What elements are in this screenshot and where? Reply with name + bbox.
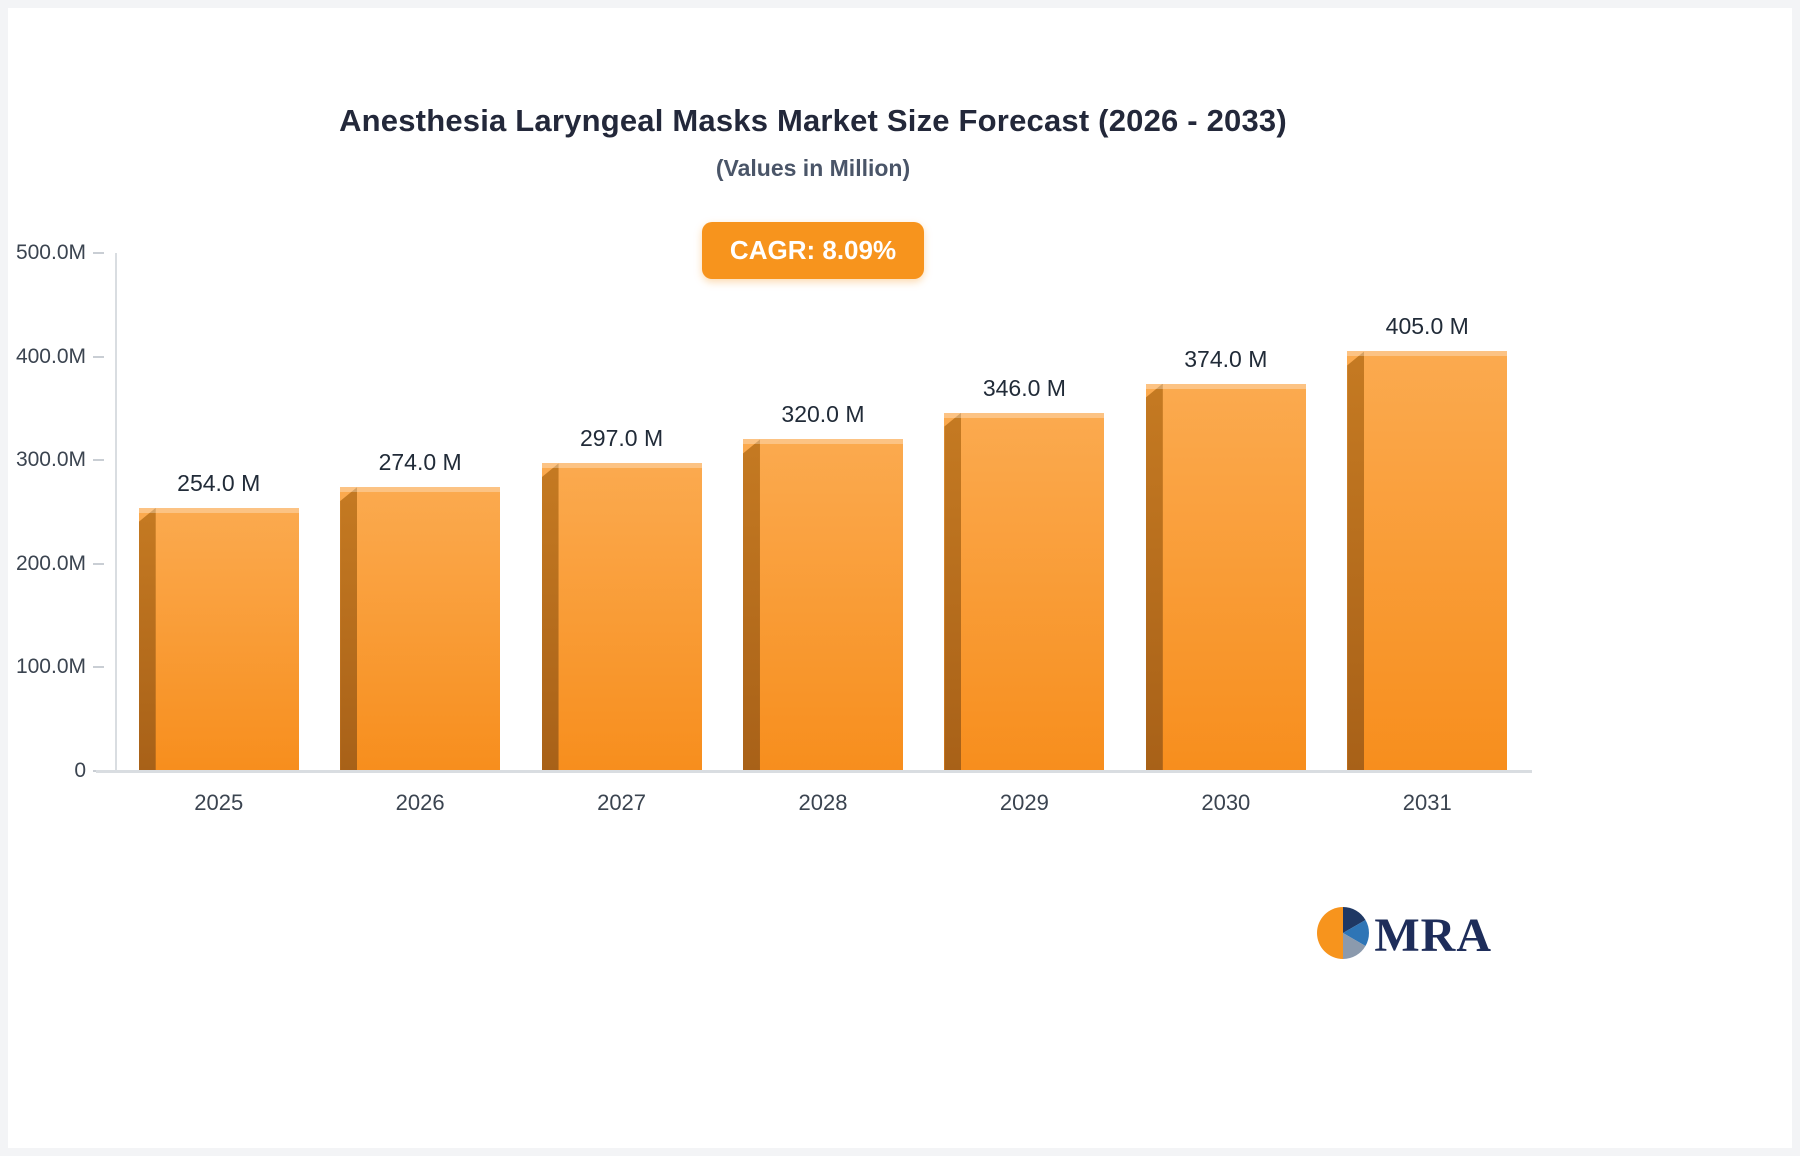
mra-logo: MRA [1316, 906, 1492, 965]
bar-side-face [541, 463, 559, 771]
bar-group-2029: 346.0 M [924, 253, 1125, 771]
bar-top-highlight [541, 463, 702, 469]
y-tick-label: 500.0M [15, 241, 86, 264]
bar-2027: 297.0 M [541, 425, 702, 771]
bar-value-label: 297.0 M [579, 425, 664, 452]
bar-value-label: 320.0 M [781, 401, 865, 428]
y-tick: 500.0M [16, 241, 104, 265]
bar-top-highlight [138, 507, 299, 513]
x-axis-baseline [96, 770, 1532, 773]
bar-top-highlight [1145, 383, 1306, 389]
bar-group-2027: 297.0 M [521, 253, 722, 771]
bar-value-label: 374.0 M [1184, 345, 1268, 372]
bar-side-face [742, 439, 760, 771]
x-label-2027: 2027 [597, 790, 647, 815]
y-tick: 400.0M [16, 345, 104, 369]
bar-value-label: 405.0 M [1385, 313, 1469, 340]
bar-side-face [1347, 351, 1365, 771]
bar-value-label: 346.0 M [982, 374, 1066, 401]
y-tick-label: 100.0M [15, 655, 86, 679]
chart-subtitle: (Values in Million) [715, 155, 911, 181]
x-label-2029: 2029 [999, 790, 1049, 815]
y-tick-mark [93, 459, 104, 462]
x-axis: 2025 2026 2027 2028 2029 2030 2031 [118, 790, 1528, 816]
y-tick-label: 200.0M [15, 551, 86, 575]
x-label-2031: 2031 [1402, 790, 1452, 815]
y-tick-label: 400.0M [15, 344, 86, 368]
bar-value-label: 274.0 M [378, 449, 462, 476]
y-tick-mark [93, 562, 104, 565]
y-tick: 200.0M [16, 552, 104, 576]
bar-2031: 405.0 M [1347, 313, 1508, 771]
bar-side-face [944, 412, 962, 771]
bar-top-highlight [340, 487, 501, 493]
bar-top-highlight [742, 439, 903, 445]
bar-group-2030: 374.0 M [1125, 253, 1326, 771]
bar-side-face [1145, 383, 1163, 771]
bar-2025: 254.0 M [138, 470, 299, 771]
y-tick-label: 0 [74, 759, 86, 782]
chart-canvas: Anesthesia Laryngeal Masks Market Size F… [8, 8, 1792, 1148]
bar-group-2026: 274.0 M [319, 253, 520, 771]
bar-side-face [138, 507, 156, 771]
y-tick-label: 300.0M [15, 448, 86, 472]
cagr-badge: CAGR: 8.09% [701, 222, 925, 279]
bar-group-2031: 405.0 M [1327, 253, 1528, 771]
x-label-2030: 2030 [1201, 790, 1251, 815]
plot-area: 254.0 M 274.0 M 297.0 M 320.0 M 346.0 M 374.0… [118, 253, 1528, 771]
bar-2030: 374.0 M [1145, 346, 1306, 771]
bar-value-label: 254.0 M [177, 469, 261, 496]
x-label-2025: 2025 [194, 790, 244, 815]
bar-top-highlight [944, 412, 1105, 418]
bar-side-face [340, 487, 358, 771]
y-tick-mark [93, 666, 104, 669]
x-label-2028: 2028 [798, 790, 848, 815]
y-axis-line [115, 253, 117, 771]
y-tick: 300.0M [16, 448, 104, 472]
y-tick-mark [93, 252, 104, 254]
bar-group-2025: 254.0 M [118, 253, 319, 771]
bar-2029: 346.0 M [944, 375, 1105, 771]
bar-2028: 320.0 M [742, 401, 903, 771]
chart-header: Anesthesia Laryngeal Masks Market Size F… [8, 8, 1618, 279]
mra-logo-pie-icon [1316, 906, 1370, 965]
x-label-2026: 2026 [395, 790, 445, 815]
mra-logo-text: MRA [1374, 909, 1492, 962]
chart-title: Anesthesia Laryngeal Masks Market Size F… [339, 103, 1287, 138]
bar-2026: 274.0 M [340, 449, 501, 771]
bar-top-highlight [1347, 351, 1508, 357]
bar-group-2028: 320.0 M [722, 253, 923, 771]
y-axis: 500.0M 400.0M 300.0M 200.0M 100.0M 0 [8, 241, 104, 782]
y-tick-mark [93, 355, 104, 358]
y-tick: 100.0M [16, 655, 104, 679]
